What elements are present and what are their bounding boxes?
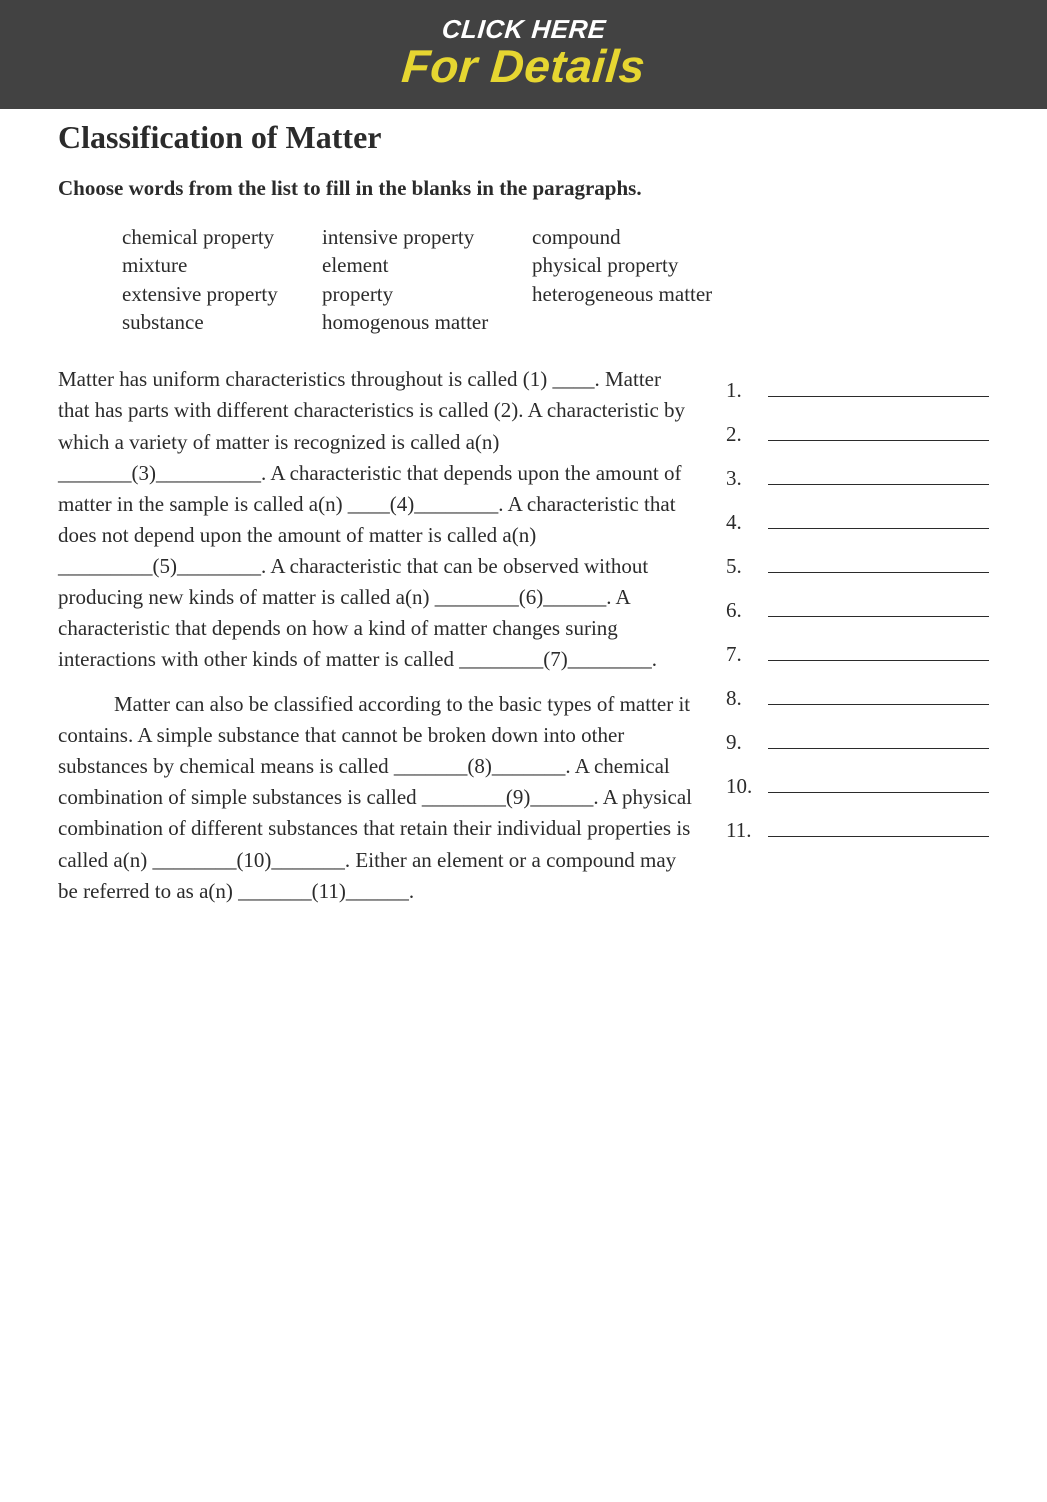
answer-num: 4. — [726, 510, 764, 535]
answer-row: 9. — [726, 730, 989, 755]
answer-num: 5. — [726, 554, 764, 579]
answer-blank[interactable] — [768, 819, 989, 837]
answer-row: 4. — [726, 510, 989, 535]
answer-row: 2. — [726, 422, 989, 447]
word-item: physical property — [532, 251, 772, 279]
word-item: intensive property — [322, 223, 532, 251]
answer-row: 7. — [726, 642, 989, 667]
instructions: Choose words from the list to fill in th… — [58, 176, 989, 201]
word-item: homogenous matter — [322, 308, 532, 336]
banner-line-2: For Details — [400, 39, 648, 93]
answer-row: 6. — [726, 598, 989, 623]
word-bank-col-1: chemical property mixture extensive prop… — [122, 223, 322, 336]
word-item: heterogeneous matter — [532, 280, 772, 308]
word-item: mixture — [122, 251, 322, 279]
answer-row: 5. — [726, 554, 989, 579]
answer-row: 1. — [726, 378, 989, 403]
word-item: extensive property — [122, 280, 322, 308]
answer-num: 1. — [726, 378, 764, 403]
answer-num: 10. — [726, 774, 764, 799]
paragraph-1: Matter has uniform characteristics throu… — [58, 364, 696, 675]
word-item: substance — [122, 308, 322, 336]
word-item: property — [322, 280, 532, 308]
answer-row: 8. — [726, 686, 989, 711]
answer-row: 11. — [726, 818, 989, 843]
answer-blank[interactable] — [768, 511, 989, 529]
page-title: Classification of Matter — [58, 119, 989, 156]
word-bank-col-2: intensive property element property homo… — [322, 223, 532, 336]
content-row: Matter has uniform characteristics throu… — [58, 364, 989, 920]
answer-num: 6. — [726, 598, 764, 623]
answer-blank[interactable] — [768, 379, 989, 397]
cta-banner[interactable]: CLICK HERE For Details — [0, 0, 1047, 109]
answer-num: 9. — [726, 730, 764, 755]
answer-row: 3. — [726, 466, 989, 491]
paragraphs: Matter has uniform characteristics throu… — [58, 364, 696, 920]
word-item: compound — [532, 223, 772, 251]
word-item: element — [322, 251, 532, 279]
answer-num: 8. — [726, 686, 764, 711]
word-bank-col-3: compound physical property heterogeneous… — [532, 223, 772, 336]
answer-blank[interactable] — [768, 731, 989, 749]
answer-num: 3. — [726, 466, 764, 491]
answer-num: 7. — [726, 642, 764, 667]
answer-blank[interactable] — [768, 467, 989, 485]
answer-blank[interactable] — [768, 643, 989, 661]
answer-blank[interactable] — [768, 775, 989, 793]
word-bank: chemical property mixture extensive prop… — [122, 223, 989, 336]
answer-blank[interactable] — [768, 423, 989, 441]
answer-list: 1. 2. 3. 4. 5. 6. 7. 8. 9. 10. 11. — [726, 364, 989, 862]
answer-num: 11. — [726, 818, 764, 843]
answer-blank[interactable] — [768, 555, 989, 573]
answer-num: 2. — [726, 422, 764, 447]
worksheet-page: Classification of Matter Choose words fr… — [0, 109, 1047, 961]
answer-blank[interactable] — [768, 687, 989, 705]
word-item: chemical property — [122, 223, 322, 251]
paragraph-2: Matter can also be classified according … — [58, 689, 696, 907]
answer-blank[interactable] — [768, 599, 989, 617]
answer-row: 10. — [726, 774, 989, 799]
